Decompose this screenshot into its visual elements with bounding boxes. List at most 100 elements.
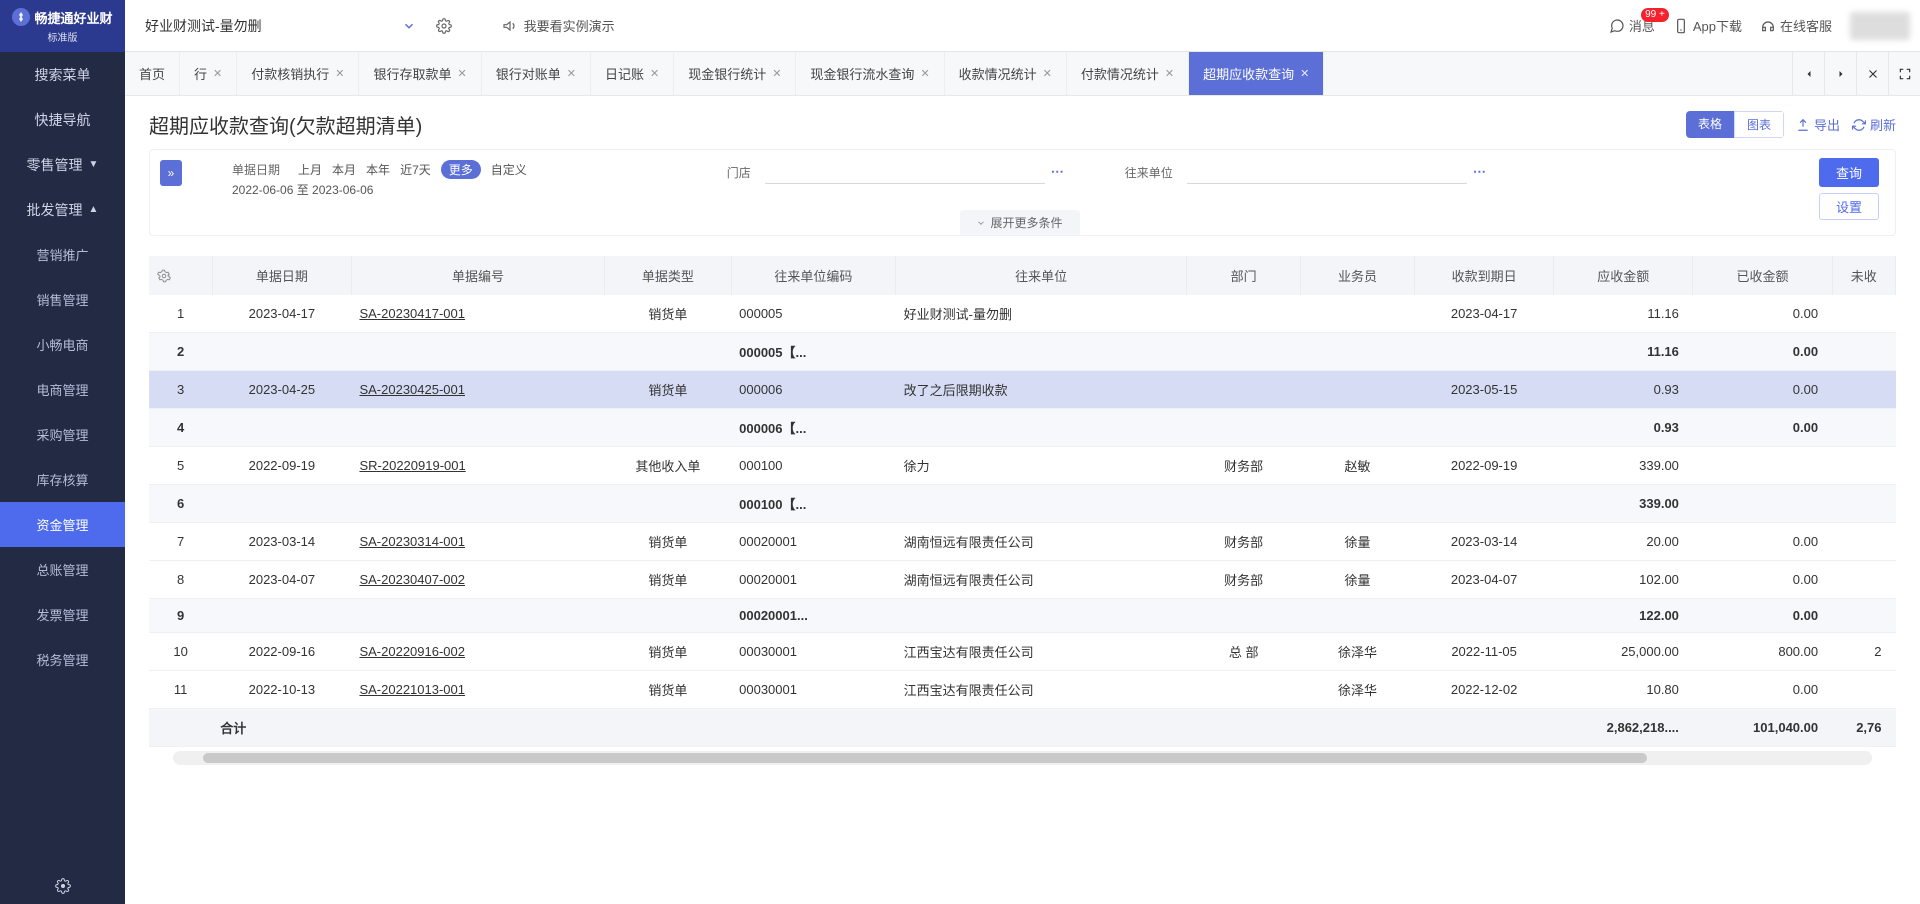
table-row[interactable]: 82023-04-07SA-20230407-002销货单00020001湖南恒…	[149, 561, 1896, 599]
table-row[interactable]: 32023-04-25SA-20230425-001销货单000006改了之后限…	[149, 371, 1896, 409]
preset-more[interactable]: 更多	[441, 160, 481, 179]
tab-close-icon[interactable]: ✕	[650, 67, 659, 80]
table-row[interactable]: 12023-04-17SA-20230417-001销货单000005好业财测试…	[149, 295, 1896, 333]
table-row[interactable]: 72023-03-14SA-20230314-001销货单00020001湖南恒…	[149, 523, 1896, 561]
refresh-button[interactable]: 刷新	[1852, 115, 1896, 134]
brand-logo-icon	[12, 8, 30, 26]
workspace-title[interactable]: 好业财测试-量勿删	[145, 16, 262, 36]
docno-link[interactable]: SA-20230417-001	[359, 306, 465, 321]
tab[interactable]: 银行存取款单✕	[359, 52, 481, 95]
sidebar-subitem[interactable]: 发票管理	[0, 592, 125, 637]
user-avatar[interactable]	[1850, 12, 1910, 40]
sidebar: 搜索菜单快捷导航零售管理▼批发管理▲ 营销推广销售管理小畅电商电商管理采购管理库…	[0, 52, 125, 904]
table-row[interactable]: 4000006【...0.930.00	[149, 409, 1896, 447]
filter-card: » 单据日期 上月 本月 本年 近7天 更多 自定义 2022-06-06 至 …	[149, 149, 1896, 236]
table-row[interactable]: 112022-10-13SA-20221013-001销货单00030001江西…	[149, 671, 1896, 709]
horizontal-scrollbar[interactable]	[173, 751, 1872, 765]
tab-close-icon[interactable]: ✕	[920, 67, 929, 80]
preset-seven-days[interactable]: 近7天	[400, 161, 431, 178]
messages-button[interactable]: 消息 99 +	[1609, 16, 1655, 35]
export-button[interactable]: 导出	[1796, 115, 1840, 134]
sidebar-subitem[interactable]: 电商管理	[0, 367, 125, 412]
tab-close-icon[interactable]: ✕	[1165, 67, 1174, 80]
view-chart-option[interactable]: 图表	[1734, 111, 1784, 138]
tab[interactable]: 首页	[125, 52, 180, 95]
store-input[interactable]	[765, 160, 1045, 184]
expand-more-filters[interactable]: 展开更多条件	[960, 210, 1080, 235]
collapse-filters-icon[interactable]: »	[160, 160, 182, 186]
tab[interactable]: 收款情况统计✕	[945, 52, 1067, 95]
docno-link[interactable]: SA-20230407-002	[359, 572, 465, 587]
tab[interactable]: 现金银行统计✕	[674, 52, 796, 95]
tab[interactable]: 日记账✕	[591, 52, 674, 95]
partner-input[interactable]	[1187, 160, 1467, 184]
docno-link[interactable]: SA-20220916-002	[359, 644, 465, 659]
sidebar-subitem[interactable]: 资金管理	[0, 502, 125, 547]
col-gear[interactable]	[149, 256, 212, 295]
table-row[interactable]: 52022-09-19SR-20220919-001其他收入单000100徐力财…	[149, 447, 1896, 485]
tab-close-icon[interactable]: ✕	[335, 67, 344, 80]
sidebar-subitem[interactable]: 总账管理	[0, 547, 125, 592]
demo-link[interactable]: 我要看实例演示	[502, 16, 615, 35]
app-download-button[interactable]: App下载	[1673, 16, 1742, 35]
preset-this-month[interactable]: 本月	[332, 161, 356, 178]
col-receivable: 应收金额	[1554, 256, 1693, 295]
table-row[interactable]: 102022-09-16SA-20220916-002销货单00030001江西…	[149, 633, 1896, 671]
footer-rv: 101,040.00	[1693, 709, 1832, 747]
tabs-prev-icon[interactable]	[1792, 52, 1824, 96]
preset-this-year[interactable]: 本年	[366, 161, 390, 178]
docno-link[interactable]: SR-20220919-001	[359, 458, 465, 473]
settings-icon[interactable]	[436, 18, 452, 34]
tabs-fullscreen-icon[interactable]	[1888, 52, 1920, 96]
tab-close-icon[interactable]: ✕	[772, 67, 781, 80]
sidebar-subitem[interactable]: 营销推广	[0, 232, 125, 277]
store-picker-icon[interactable]: ⋯	[1051, 164, 1065, 180]
tab-close-icon[interactable]: ✕	[567, 67, 576, 80]
sidebar-item[interactable]: 快捷导航	[0, 97, 125, 142]
workspace-dropdown-icon[interactable]	[402, 19, 416, 33]
col-partner-code: 往来单位编码	[731, 256, 896, 295]
sidebar-settings-icon[interactable]	[0, 868, 125, 904]
filter-settings-button[interactable]: 设置	[1819, 193, 1879, 220]
search-button[interactable]: 查询	[1819, 158, 1879, 187]
sidebar-subitem[interactable]: 库存核算	[0, 457, 125, 502]
sidebar-item[interactable]: 零售管理▼	[0, 142, 125, 187]
partner-picker-icon[interactable]: ⋯	[1473, 164, 1487, 180]
sidebar-subitem[interactable]: 税务管理	[0, 637, 125, 682]
topbar: 畅捷通好业财 标准版 好业财测试-量勿删 我要看实例演示 消息 99 + App…	[0, 0, 1920, 52]
preset-custom[interactable]: 自定义	[491, 161, 527, 178]
docno-link[interactable]: SA-20230314-001	[359, 534, 465, 549]
tabs-next-icon[interactable]	[1824, 52, 1856, 96]
docno-link[interactable]: SA-20221013-001	[359, 682, 465, 697]
tab-close-icon[interactable]: ✕	[1043, 67, 1052, 80]
preset-last-month[interactable]: 上月	[298, 161, 322, 178]
sidebar-item[interactable]: 搜索菜单	[0, 52, 125, 97]
tab[interactable]: 银行对账单✕	[482, 52, 591, 95]
table-row[interactable]: 900020001...122.000.00	[149, 599, 1896, 633]
sidebar-subitem[interactable]: 采购管理	[0, 412, 125, 457]
tab-close-icon[interactable]: ✕	[458, 67, 467, 80]
tab[interactable]: 付款情况统计✕	[1067, 52, 1189, 95]
sidebar-subitem[interactable]: 小畅电商	[0, 322, 125, 367]
table-row[interactable]: 6000100【...339.00	[149, 485, 1896, 523]
sidebar-item[interactable]: 批发管理▲	[0, 187, 125, 232]
col-docno: 单据编号	[351, 256, 604, 295]
col-due: 收款到期日	[1415, 256, 1554, 295]
online-service-button[interactable]: 在线客服	[1760, 16, 1832, 35]
view-toggle: 表格 图表	[1686, 111, 1784, 138]
docno-link[interactable]: SA-20230425-001	[359, 382, 465, 397]
tabs-close-icon[interactable]	[1856, 52, 1888, 96]
export-icon	[1796, 118, 1810, 132]
brand-name: 畅捷通好业财	[34, 8, 112, 27]
tab[interactable]: 现金银行流水查询✕	[796, 52, 944, 95]
tab[interactable]: 付款核销执行✕	[237, 52, 359, 95]
tab-close-icon[interactable]: ✕	[213, 67, 222, 80]
sidebar-subitem[interactable]: 销售管理	[0, 277, 125, 322]
view-table-option[interactable]: 表格	[1686, 111, 1734, 138]
tab-close-icon[interactable]: ✕	[1300, 67, 1309, 80]
message-badge: 99 +	[1641, 8, 1669, 22]
tab[interactable]: 行✕	[180, 52, 237, 95]
tab[interactable]: 超期应收款查询✕	[1189, 52, 1324, 95]
table-row[interactable]: 2000005【...11.160.00	[149, 333, 1896, 371]
col-received: 已收金额	[1693, 256, 1832, 295]
